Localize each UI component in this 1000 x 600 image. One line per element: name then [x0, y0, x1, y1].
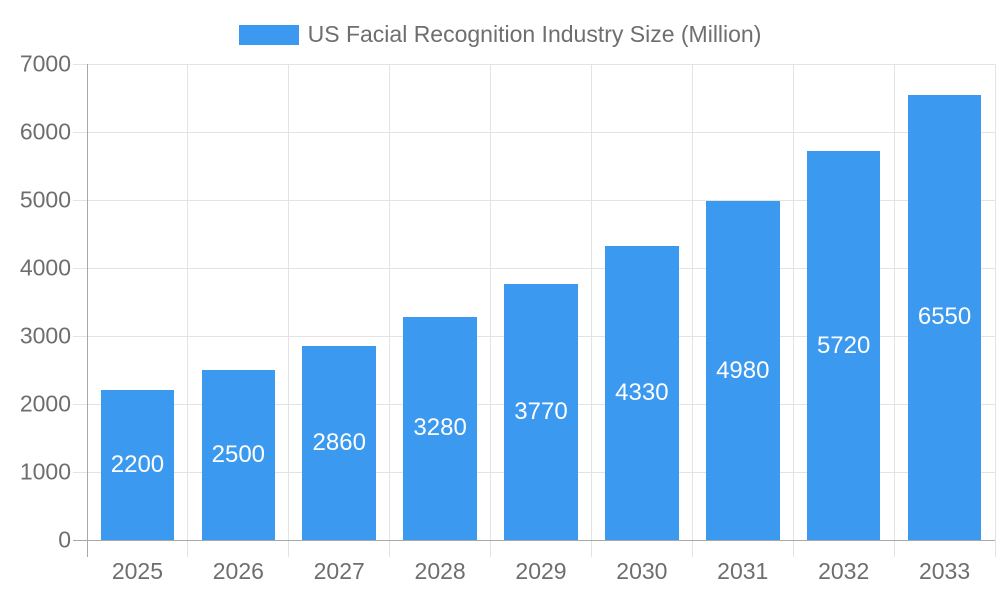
- bar-value-label: 5720: [816, 331, 871, 359]
- x-axis-baseline: [73, 539, 995, 541]
- gridline-vertical: [590, 64, 592, 557]
- x-tick-label: 2028: [414, 558, 466, 584]
- gridline-horizontal: [73, 199, 995, 201]
- bar-value-label: 4980: [716, 356, 770, 384]
- bar-2030: [605, 245, 679, 540]
- legend-item[interactable]: US Facial Recognition Industry Size (Mil…: [238, 21, 762, 48]
- x-tick-label: 2026: [212, 558, 264, 584]
- y-axis-line: [86, 64, 88, 557]
- gridline-vertical: [792, 64, 794, 557]
- gridline-vertical: [389, 64, 391, 557]
- bar-value-label: 4330: [615, 378, 669, 406]
- y-tick-label: 3000: [19, 322, 71, 349]
- x-tick-label: 2033: [918, 558, 971, 584]
- bar-value-label: 2500: [211, 441, 266, 468]
- x-tick-label: 2025: [111, 558, 164, 584]
- bar-2031: [705, 201, 780, 540]
- bar-value-label: 2860: [312, 428, 366, 456]
- plot-area: 0 1000 2000 3000 4000 5000 6000 7000 2200 2025 250…: [20, 52, 996, 583]
- y-tick-label: 2000: [19, 390, 71, 417]
- x-tick-label: 2032: [818, 558, 870, 584]
- bar-value-label: 6550: [917, 303, 972, 331]
- x-tick-label: 2027: [313, 558, 365, 584]
- gridline-vertical: [288, 64, 290, 557]
- gridline-horizontal: [73, 63, 995, 65]
- y-tick-label: 7000: [19, 50, 71, 77]
- x-tick-label: 2030: [616, 558, 668, 584]
- bar-value-label: 3770: [514, 397, 568, 425]
- gridline-horizontal: [73, 131, 995, 133]
- bar-value-label: 3280: [413, 414, 467, 442]
- legend-color-swatch: [238, 24, 299, 45]
- y-tick-label: 4000: [19, 254, 71, 281]
- bar-2029: [504, 283, 578, 540]
- gridline-vertical: [187, 64, 189, 557]
- legend: US Facial Recognition Industry Size (Mil…: [0, 21, 1000, 48]
- gridline-vertical: [893, 64, 895, 557]
- bar-2027: [302, 345, 377, 540]
- gridline-vertical: [490, 64, 492, 557]
- x-tick-label: 2031: [717, 558, 769, 584]
- gridline-vertical: [994, 64, 996, 557]
- bar-2032: [806, 151, 881, 540]
- gridline-horizontal: [73, 267, 995, 269]
- y-tick-label: 6000: [19, 118, 71, 145]
- y-tick-label: 0: [58, 526, 71, 553]
- bar-2028: [403, 316, 477, 540]
- y-tick-label: 5000: [19, 186, 71, 213]
- gridline-vertical: [691, 64, 693, 557]
- legend-label: US Facial Recognition Industry Size (Mil…: [307, 21, 762, 47]
- bar-2033: [907, 94, 982, 540]
- bar-2026: [201, 370, 276, 540]
- x-tick-label: 2029: [515, 558, 567, 584]
- bar-2025: [100, 390, 175, 540]
- bar-value-label: 2200: [110, 451, 165, 479]
- y-tick-label: 1000: [19, 458, 71, 485]
